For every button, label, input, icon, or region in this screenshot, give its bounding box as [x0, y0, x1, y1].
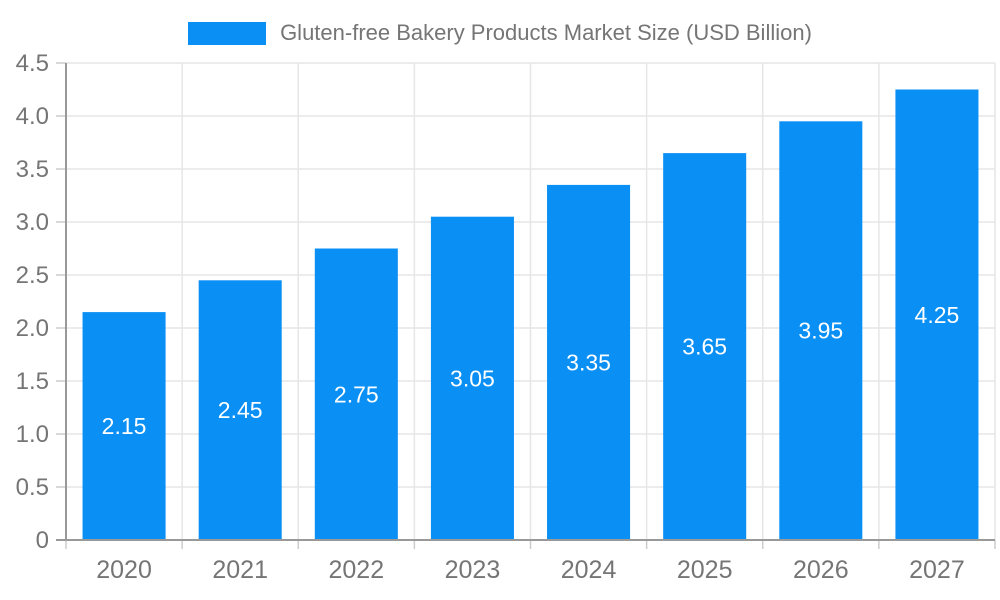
x-tick-label: 2021: [212, 556, 268, 584]
bar-value-label: 3.95: [798, 318, 843, 344]
legend-swatch: [188, 21, 267, 45]
y-tick-label: 4.5: [16, 50, 49, 77]
bar[interactable]: [663, 153, 747, 540]
bar[interactable]: [198, 280, 282, 540]
bar[interactable]: [82, 312, 166, 540]
bar-value-label: 2.15: [102, 413, 147, 439]
bar-value-label: 3.65: [682, 334, 727, 360]
x-tick-label: 2023: [445, 556, 501, 584]
y-tick-label: 3.5: [16, 156, 49, 183]
x-tick-label: 2020: [96, 556, 152, 584]
y-tick-label: 2.0: [16, 315, 49, 342]
y-tick-label: 1.0: [16, 421, 49, 448]
x-tick-label: 2025: [677, 556, 733, 584]
bar[interactable]: [779, 121, 863, 541]
y-tick-label: 0.5: [16, 474, 49, 501]
bar[interactable]: [314, 248, 398, 541]
bar-value-label: 3.05: [450, 365, 495, 391]
y-tick-label: 1.5: [16, 368, 49, 395]
y-tick-label: 3.0: [16, 209, 49, 236]
bar-value-label: 3.35: [566, 349, 611, 375]
bar-value-label: 2.75: [334, 381, 379, 407]
x-tick-label: 2024: [561, 556, 617, 584]
y-tick-label: 0: [36, 527, 49, 554]
x-tick-label: 2027: [909, 556, 965, 584]
y-tick-label: 2.5: [16, 262, 49, 289]
bar[interactable]: [547, 184, 631, 540]
bar-value-label: 4.25: [915, 302, 960, 328]
bar[interactable]: [430, 216, 514, 540]
y-tick-label: 4.0: [16, 103, 49, 130]
bar-value-label: 2.45: [218, 397, 263, 423]
x-tick-label: 2022: [329, 556, 385, 584]
legend: Gluten-free Bakery Products Market Size …: [0, 20, 1000, 46]
legend-item[interactable]: Gluten-free Bakery Products Market Size …: [188, 20, 812, 46]
bar[interactable]: [895, 89, 979, 541]
legend-label: Gluten-free Bakery Products Market Size …: [280, 20, 812, 45]
x-tick-label: 2026: [793, 556, 849, 584]
